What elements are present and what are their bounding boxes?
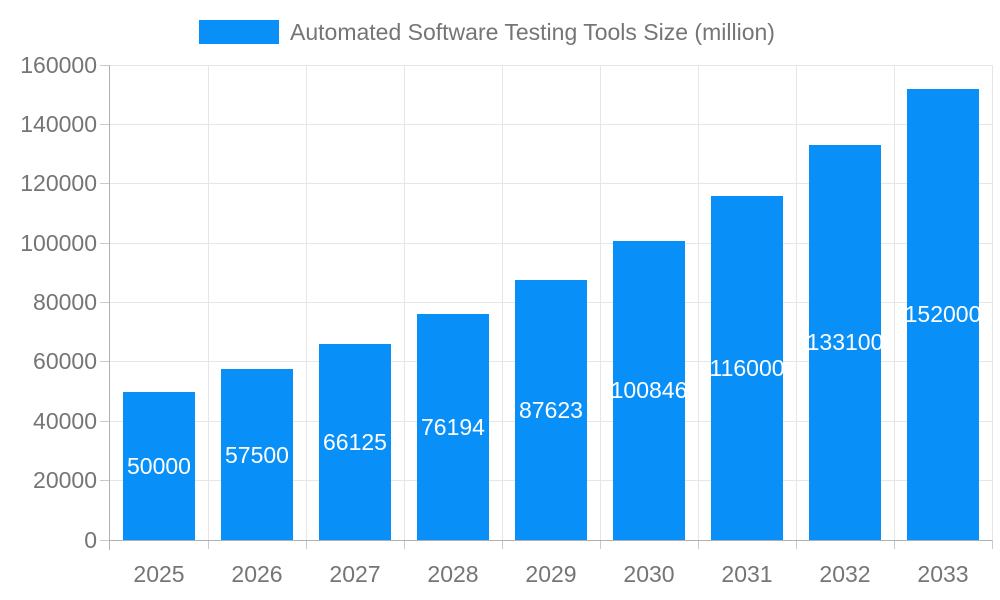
legend-label: Automated Software Testing Tools Size (m… (290, 19, 775, 45)
x-tick-mark (893, 540, 895, 549)
x-gridline (599, 65, 601, 540)
x-tick-mark (697, 540, 699, 549)
x-tick-mark (599, 540, 601, 549)
y-axis-label: 140000 (20, 110, 97, 137)
x-axis-line (110, 540, 992, 541)
y-gridline (110, 123, 992, 125)
y-axis-label: 160000 (20, 51, 97, 78)
x-gridline (403, 65, 405, 540)
x-tick-mark (991, 540, 993, 549)
y-tick-mark (100, 123, 110, 125)
bar-2031[interactable]: 116000 (711, 195, 783, 540)
y-tick-mark (100, 242, 110, 244)
x-axis-label: 2033 (917, 561, 969, 587)
x-gridline (795, 65, 797, 540)
y-tick-mark (100, 420, 110, 422)
x-axis-label: 2031 (721, 561, 773, 587)
y-gridline (110, 183, 992, 185)
bar-value-label: 152000 (907, 301, 979, 328)
x-tick-mark (501, 540, 503, 549)
bar-2027[interactable]: 66125 (319, 343, 391, 540)
x-tick-mark (795, 540, 797, 549)
x-gridline (207, 65, 209, 540)
bar-value-label: 100846 (613, 377, 685, 404)
x-gridline (305, 65, 307, 540)
x-tick-mark (305, 540, 307, 549)
x-tick-mark (207, 540, 209, 549)
y-axis-line (109, 65, 110, 550)
y-axis-label: 80000 (33, 289, 97, 315)
bar-2026[interactable]: 57500 (221, 369, 293, 540)
y-axis-label: 120000 (20, 170, 97, 197)
bar-value-label: 57500 (225, 441, 289, 468)
x-gridline (501, 65, 503, 540)
bar-value-label: 66125 (323, 428, 387, 455)
y-axis-label: 60000 (33, 348, 97, 375)
y-tick-mark (100, 64, 110, 66)
bar-2029[interactable]: 87623 (515, 279, 587, 540)
x-axis-label: 2028 (427, 561, 479, 587)
x-axis-label: 2027 (329, 561, 381, 587)
y-tick-mark (100, 183, 110, 185)
x-axis-label: 2029 (525, 561, 577, 587)
y-axis-label: 100000 (20, 229, 97, 256)
x-axis-label: 2030 (623, 561, 675, 587)
x-tick-mark (403, 540, 405, 549)
bar-2032[interactable]: 133100 (809, 144, 881, 540)
chart-legend[interactable]: Automated Software Testing Tools Size (m… (199, 18, 775, 46)
x-axis-label: 2032 (819, 561, 871, 587)
bar-value-label: 116000 (711, 354, 783, 381)
legend-swatch-icon (199, 20, 279, 44)
bar-value-label: 133100 (809, 329, 881, 356)
bar-value-label: 76194 (421, 413, 485, 440)
y-axis-label: 40000 (33, 407, 97, 434)
y-axis-label: 0 (84, 526, 97, 553)
y-axis-label: 20000 (33, 467, 97, 494)
bar-2025[interactable]: 50000 (123, 391, 195, 540)
bar-value-label: 87623 (519, 396, 583, 423)
x-gridline (991, 65, 993, 540)
y-tick-mark (100, 361, 110, 363)
bar-2028[interactable]: 76194 (417, 313, 489, 540)
y-tick-mark (100, 302, 110, 303)
x-axis-label: 2026 (231, 561, 283, 587)
y-tick-mark (100, 480, 110, 482)
x-axis-label: 2025 (133, 561, 185, 587)
x-gridline (697, 65, 699, 540)
y-gridline (110, 242, 992, 244)
x-gridline (893, 65, 895, 540)
bar-value-label: 50000 (127, 452, 191, 479)
y-gridline (110, 64, 992, 66)
bar-2033[interactable]: 152000 (907, 88, 979, 540)
bar-2030[interactable]: 100846 (613, 240, 685, 540)
y-tick-mark (100, 539, 110, 541)
